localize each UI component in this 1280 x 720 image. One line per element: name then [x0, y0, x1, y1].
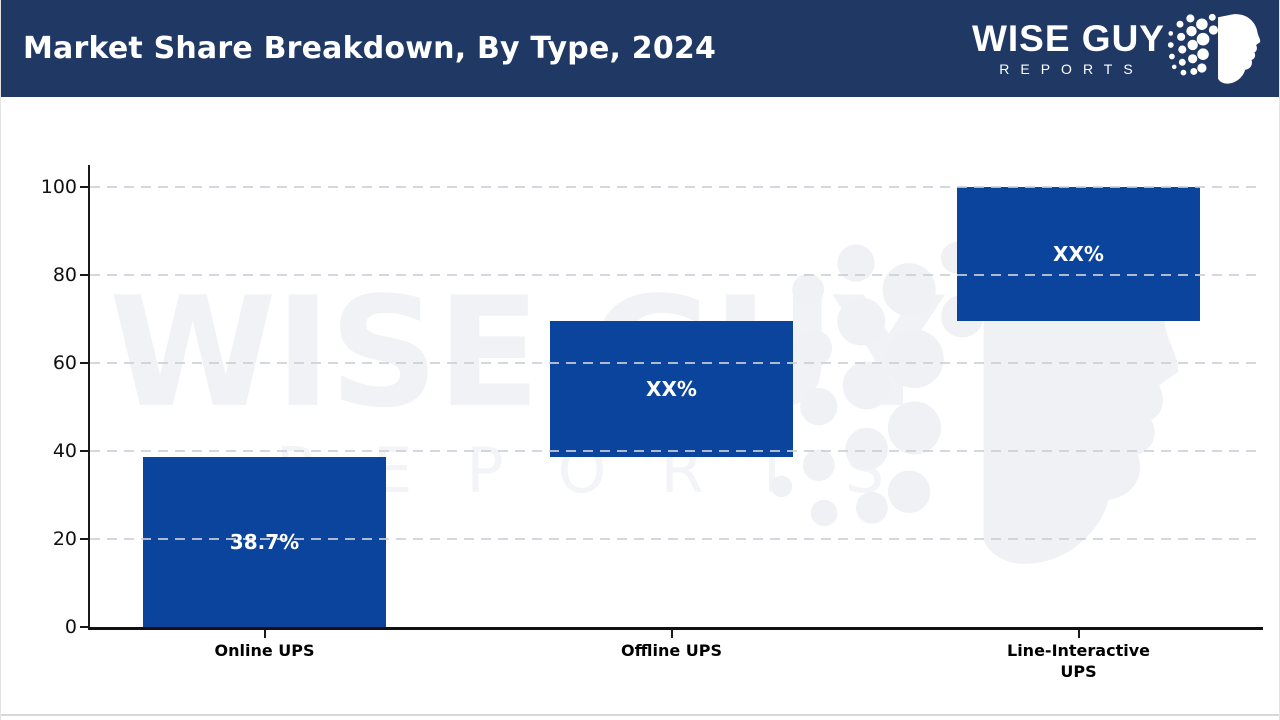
y-tick-label: 60: [52, 352, 77, 374]
x-category-label: Line-Interactive UPS: [1007, 641, 1150, 681]
logo-wordmark: WISE GUY: [971, 18, 1165, 59]
bottom-divider: [1, 714, 1279, 716]
y-axis-line: [88, 165, 90, 630]
x-category-label: Offline UPS: [621, 641, 722, 660]
y-tick-label: 100: [40, 176, 77, 198]
y-tick-mark: [80, 362, 88, 364]
header-band: Market Share Breakdown, By Type, 2024 WI…: [1, 0, 1279, 97]
gridline-y60: [90, 362, 1259, 364]
y-tick-mark: [80, 186, 88, 188]
y-tick-mark: [80, 538, 88, 540]
gridline-y40: [90, 450, 1259, 452]
gridline-y20: [90, 538, 1259, 540]
y-tick-mark: [80, 274, 88, 276]
watermark-wordmark: WISE GUY: [109, 264, 944, 441]
gridline-y80: [90, 274, 1259, 276]
y-tick-mark: [80, 626, 88, 628]
bar-value-label: XX%: [1053, 241, 1104, 266]
y-tick-mark: [80, 450, 88, 452]
y-tick-label: 40: [52, 440, 77, 462]
y-tick-label: 80: [52, 264, 77, 286]
x-category-label: Online UPS: [214, 641, 315, 660]
x-tick-mark: [1077, 630, 1080, 638]
page-title: Market Share Breakdown, By Type, 2024: [23, 31, 717, 66]
y-tick-label: 20: [52, 528, 77, 550]
gridline-y100: [90, 186, 1259, 188]
logo-subtitle: REPORTS: [999, 61, 1144, 77]
y-tick-label: 0: [64, 616, 77, 638]
bar-value-label: XX%: [646, 376, 697, 401]
logo-text: WISE GUY REPORTS: [971, 18, 1165, 78]
bar-value-label: 38.7%: [229, 529, 300, 554]
bar-online-ups: [143, 456, 386, 627]
x-tick-mark: [263, 630, 266, 638]
logo-face-icon: [1167, 13, 1261, 84]
wise-guy-reports-logo: WISE GUY REPORTS: [972, 6, 1263, 92]
x-tick-mark: [670, 630, 673, 638]
x-axis-line: [89, 627, 1263, 630]
